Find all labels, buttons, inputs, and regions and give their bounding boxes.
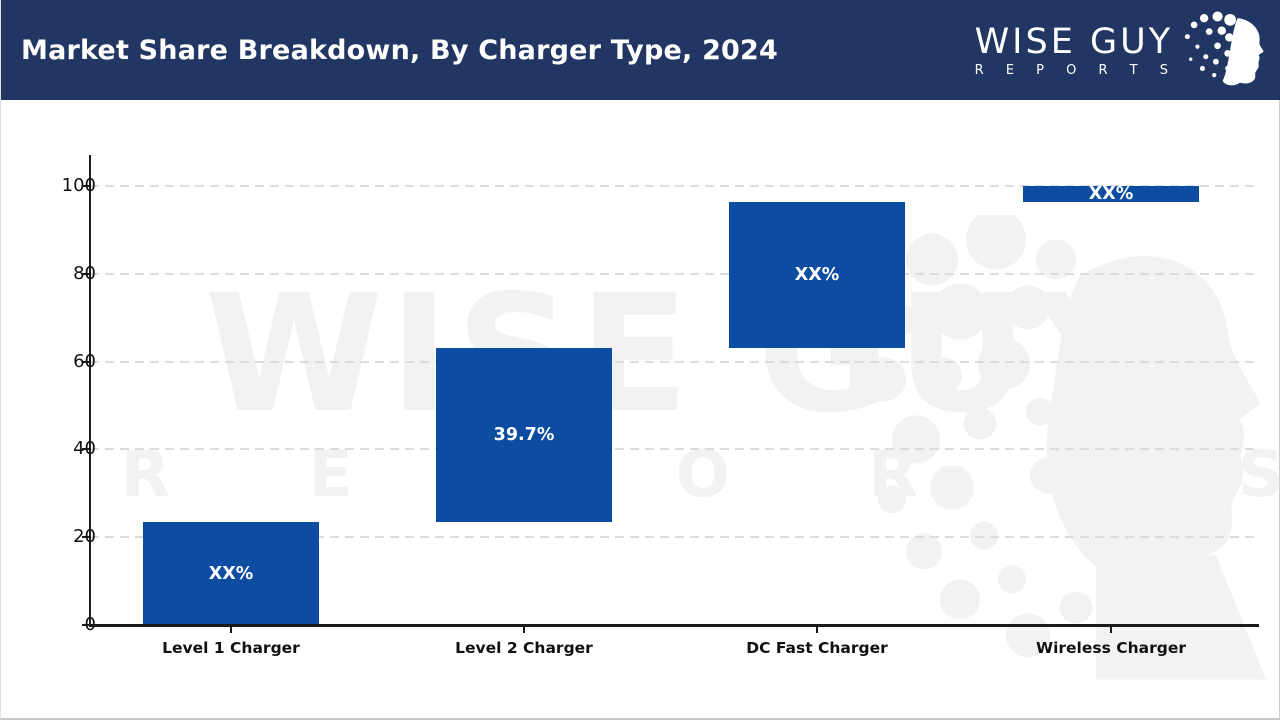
y-tick-label-20: 20 bbox=[73, 526, 96, 548]
y-tick-label-100: 100 bbox=[61, 175, 96, 196]
y-tick-mark-20 bbox=[82, 536, 89, 539]
y-tick-label-60: 60 bbox=[73, 350, 96, 372]
x-tick-label-dc-fast-charger: DC Fast Charger bbox=[746, 639, 888, 657]
y-tick-mark-80 bbox=[82, 272, 89, 275]
y-tick-mark-40 bbox=[82, 448, 89, 451]
bar-level-1-charger: XX% bbox=[143, 522, 319, 625]
y-tick-mark-100 bbox=[82, 185, 89, 187]
y-tick-label-80: 80 bbox=[73, 262, 96, 284]
x-tick-mark-dc-fast-charger bbox=[816, 627, 818, 633]
bar-value-label-level-2-charger: 39.7% bbox=[493, 425, 555, 446]
y-tick-label-40: 40 bbox=[73, 438, 96, 460]
bar-value-label-wireless-charger: XX% bbox=[1088, 183, 1134, 204]
bar-value-label-dc-fast-charger: XX% bbox=[794, 264, 840, 285]
x-tick-label-level-2-charger: Level 2 Charger bbox=[455, 639, 593, 657]
bar-dc-fast-charger: XX% bbox=[729, 201, 905, 348]
y-axis-line bbox=[89, 155, 91, 626]
logo-face-icon bbox=[1184, 11, 1264, 86]
x-tick-mark-level-1-charger bbox=[230, 627, 232, 633]
gridline-80 bbox=[90, 272, 1259, 275]
gridline-20 bbox=[90, 536, 1259, 539]
gridline-60 bbox=[90, 360, 1259, 363]
x-tick-mark-wireless-charger bbox=[1110, 627, 1112, 633]
bar-value-label-level-1-charger: XX% bbox=[208, 563, 254, 584]
logo-reports-text: R E P O R T S bbox=[974, 62, 1177, 78]
y-tick-label-0: 0 bbox=[36, 614, 96, 635]
bar-level-2-charger: 39.7% bbox=[436, 347, 612, 523]
x-tick-label-wireless-charger: Wireless Charger bbox=[1035, 639, 1186, 657]
chart-title: Market Share Breakdown, By Charger Type,… bbox=[21, 34, 779, 66]
logo-text: WISE GUY R E P O R T S bbox=[971, 23, 1177, 78]
header-bar: Market Share Breakdown, By Charger Type,… bbox=[1, 0, 1280, 100]
x-tick-label-level-1-charger: Level 1 Charger bbox=[162, 639, 300, 657]
x-axis-line bbox=[89, 624, 1259, 627]
y-tick-mark-60 bbox=[82, 360, 89, 363]
x-tick-mark-level-2-charger bbox=[523, 627, 525, 633]
logo-wise-guy-text: WISE GUY bbox=[974, 21, 1174, 62]
bar-wireless-charger: XX% bbox=[1023, 183, 1199, 204]
wise-guy-reports-logo: WISE GUY R E P O R T S bbox=[971, 6, 1267, 94]
y-tick-mark-0 bbox=[82, 624, 89, 626]
gridline-100 bbox=[90, 185, 1259, 187]
gridline-40 bbox=[90, 448, 1259, 451]
